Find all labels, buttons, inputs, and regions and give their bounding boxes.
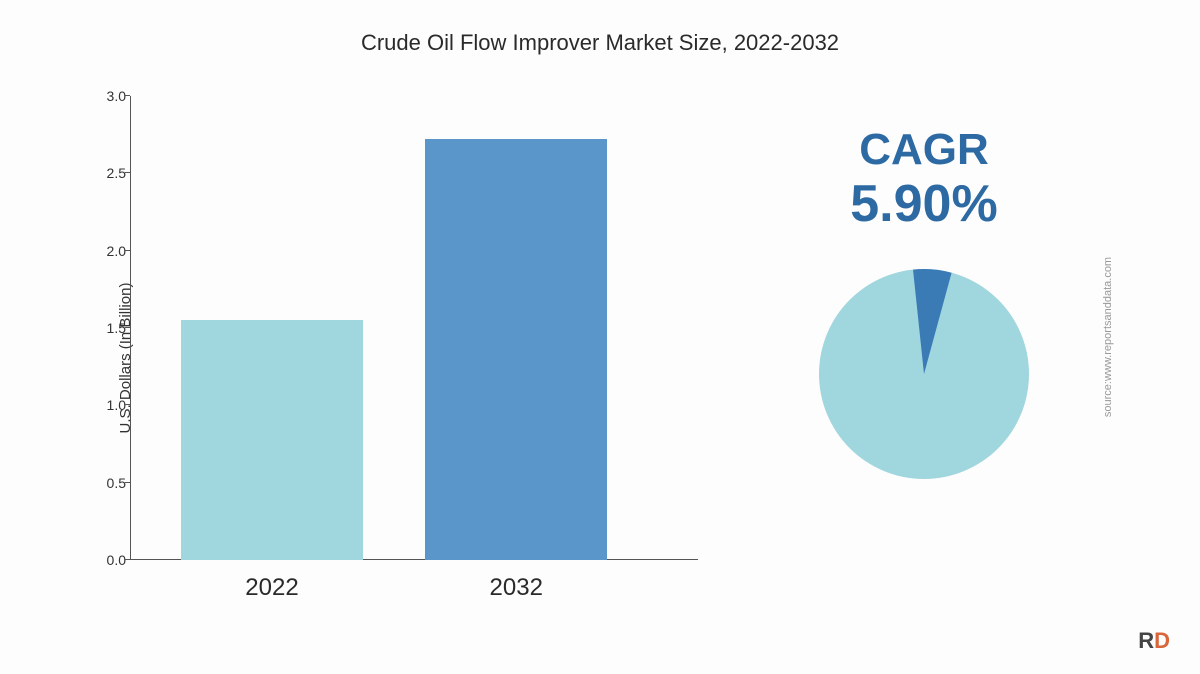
y-tick-mark	[125, 172, 130, 173]
y-tick-label: 3.0	[88, 88, 126, 104]
content-row: U.S. Dollars (In Billion) 0.00.51.01.52.…	[60, 86, 1140, 630]
bar	[425, 139, 607, 560]
logo-r: R	[1138, 628, 1154, 653]
cagr-label: CAGR	[859, 126, 989, 174]
bar-chart-area: U.S. Dollars (In Billion) 0.00.51.01.52.…	[60, 86, 708, 630]
pie-chart	[814, 264, 1034, 484]
chart-container: Crude Oil Flow Improver Market Size, 202…	[0, 0, 1200, 674]
y-tick-label: 1.0	[88, 397, 126, 413]
y-tick-mark	[125, 95, 130, 96]
y-tick-label: 0.0	[88, 552, 126, 568]
y-tick-label: 2.5	[88, 165, 126, 181]
cagr-value: 5.90%	[850, 174, 997, 234]
chart-title: Crude Oil Flow Improver Market Size, 202…	[60, 30, 1140, 56]
y-tick-label: 0.5	[88, 475, 126, 491]
y-tick-label: 1.5	[88, 320, 126, 336]
y-axis-line	[130, 96, 131, 560]
bar	[181, 320, 363, 560]
y-tick-mark	[125, 250, 130, 251]
y-tick-mark	[125, 482, 130, 483]
y-tick-mark	[125, 327, 130, 328]
y-tick-mark	[125, 559, 130, 560]
cagr-panel: CAGR 5.90%	[708, 86, 1140, 630]
y-tick-label: 2.0	[88, 243, 126, 259]
source-attribution: source:www.reportsanddata.com	[1102, 257, 1114, 417]
logo: RD	[1138, 628, 1170, 654]
y-tick-mark	[125, 404, 130, 405]
plot-region: 0.00.51.01.52.02.53.020222032	[130, 96, 698, 560]
logo-d: D	[1154, 628, 1170, 653]
x-tick-label: 2032	[490, 574, 543, 602]
x-tick-label: 2022	[245, 574, 298, 602]
